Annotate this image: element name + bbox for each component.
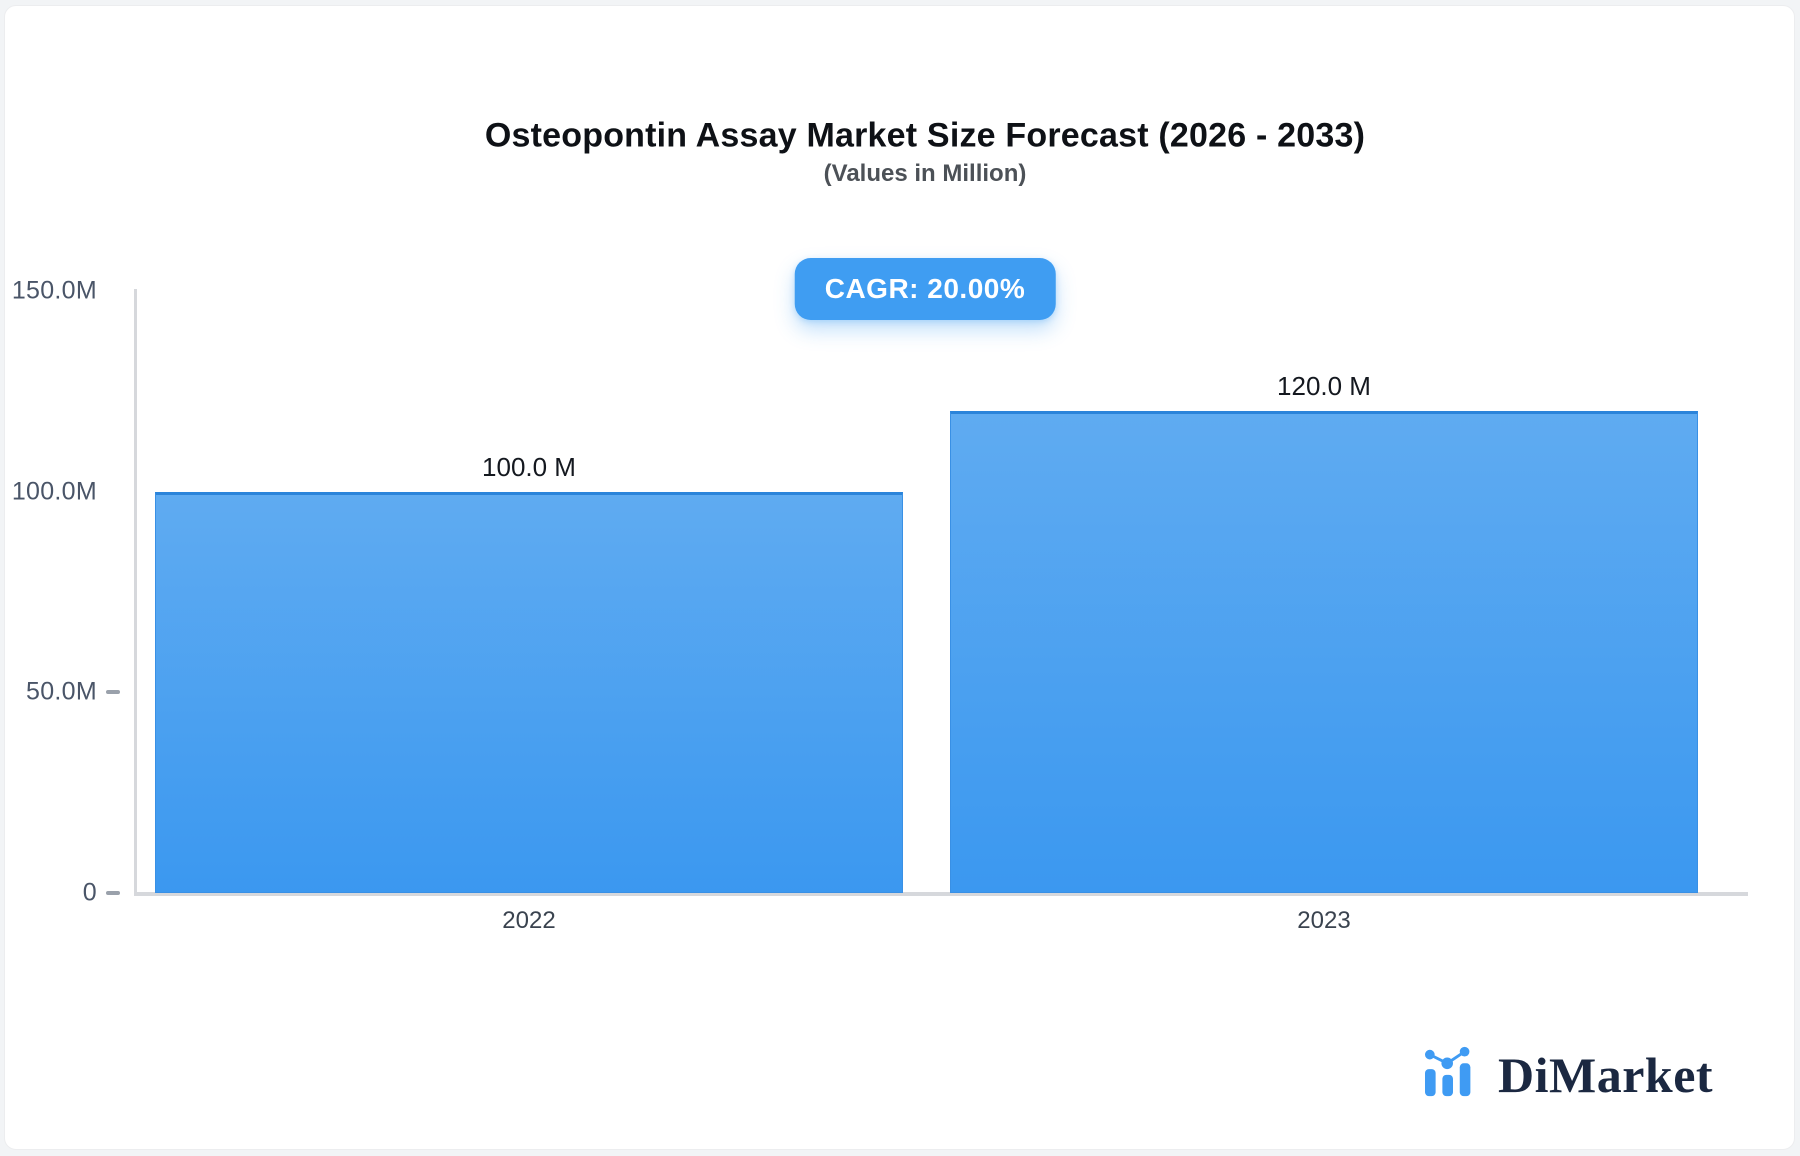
x-axis-line — [134, 892, 1748, 896]
bar — [155, 491, 903, 893]
brand-logo: DiMarket — [1421, 1044, 1713, 1102]
bar-chart-logo-icon — [1425, 1046, 1471, 1097]
x-category-label: 2022 — [502, 907, 556, 934]
chart-subtitle: (Values in Million) — [823, 160, 1027, 187]
bar-value-label: 100.0 M — [482, 451, 576, 482]
y-tick-dash — [106, 690, 120, 695]
bar — [950, 411, 1698, 893]
y-axis-line — [134, 289, 137, 896]
brand-logo-text: DiMarket — [1498, 1047, 1714, 1103]
chart-title: Osteopontin Assay Market Size Forecast (… — [484, 116, 1366, 155]
y-tick-label: 0 — [82, 878, 97, 907]
bar-value-label: 120.0 M — [1277, 371, 1371, 402]
y-tick-label: 100.0M — [11, 477, 97, 506]
chart-card: Osteopontin Assay Market Size Forecast (… — [4, 5, 1795, 1150]
cagr-badge: CAGR: 20.00% — [794, 258, 1056, 320]
y-tick-label: 150.0M — [11, 276, 97, 305]
y-tick-dash — [106, 891, 120, 895]
y-tick-label: 50.0M — [26, 677, 97, 706]
x-category-label: 2023 — [1297, 907, 1351, 934]
